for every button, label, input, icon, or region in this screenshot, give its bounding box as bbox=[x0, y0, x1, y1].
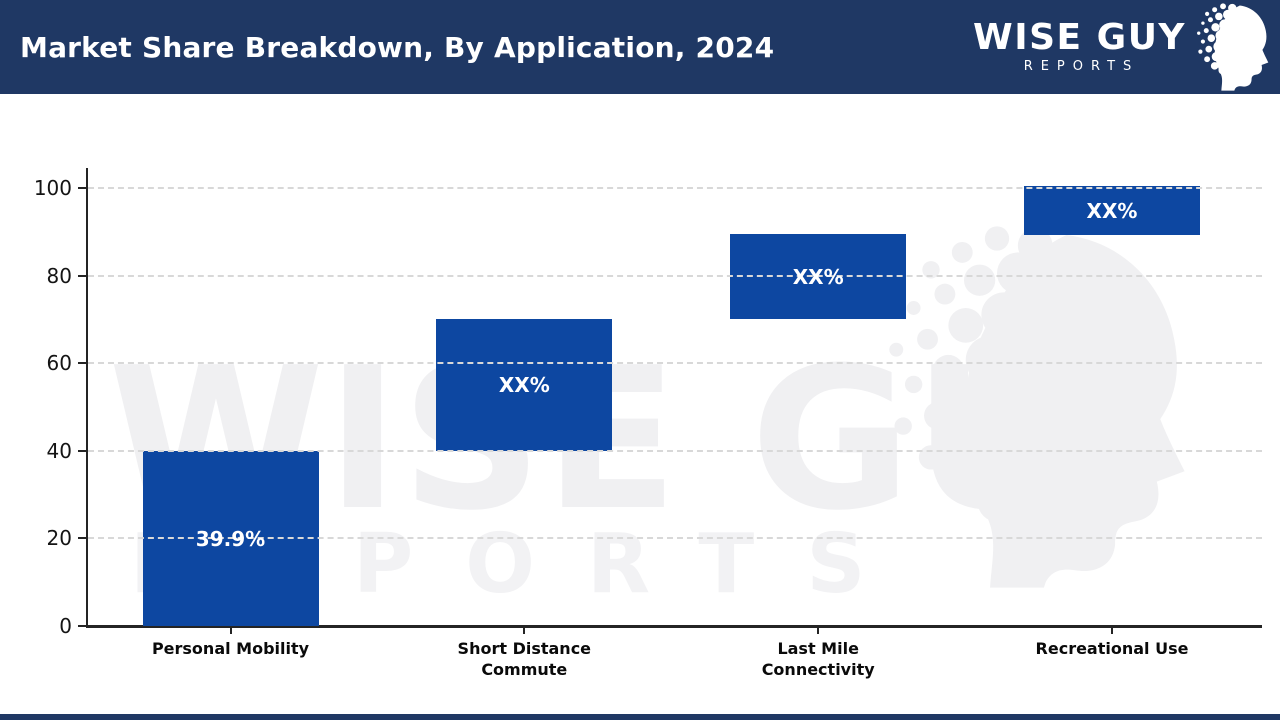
y-tick-label-100: 100 bbox=[33, 176, 72, 200]
x-category-label: Short Distance Commute bbox=[457, 639, 592, 679]
x-tick bbox=[229, 627, 232, 634]
bar-segment bbox=[1024, 186, 1200, 235]
y-tick-0 bbox=[78, 625, 86, 627]
x-category-label: Last Mile Connectivity bbox=[761, 639, 875, 679]
gridline-100 bbox=[88, 187, 1262, 189]
logo-wordmark: WISE GUY bbox=[972, 17, 1186, 58]
bar-segment bbox=[436, 319, 613, 451]
wiseguy-logo: WISE GUY REPORTS bbox=[973, 0, 1272, 94]
bar-segment bbox=[730, 234, 907, 320]
footer-accent-bar bbox=[0, 714, 1280, 720]
x-tick bbox=[1111, 627, 1113, 634]
gridline-60 bbox=[88, 362, 1262, 365]
logo-face-icon bbox=[1197, 3, 1269, 91]
logo-subtext: REPORTS bbox=[1023, 59, 1140, 74]
y-tick-20 bbox=[78, 537, 86, 540]
y-tick-label-20: 20 bbox=[46, 526, 72, 551]
gridline-80 bbox=[88, 274, 1262, 277]
logo-text: WISE GUY REPORTS bbox=[972, 17, 1186, 75]
gridline-20 bbox=[88, 537, 1262, 540]
bar-value-label: 39.9% bbox=[195, 526, 266, 551]
y-axis-line bbox=[86, 168, 88, 628]
y-tick-80 bbox=[78, 274, 86, 277]
plot-area: 0 20 40 60 80 100 39.9% Personal Mobility XX% Sho… bbox=[34, 150, 1262, 679]
x-tick bbox=[523, 627, 526, 634]
y-tick-40 bbox=[78, 449, 86, 452]
header-bar: Market Share Breakdown, By Application, … bbox=[0, 0, 1280, 94]
x-category-label: Recreational Use bbox=[1035, 639, 1189, 658]
bar-value-label: XX% bbox=[498, 373, 550, 398]
y-tick-label-80: 80 bbox=[46, 263, 72, 288]
x-tick bbox=[817, 627, 820, 634]
x-category-label: Personal Mobility bbox=[151, 639, 310, 658]
chart-area: WISE GU REPORTS 0 20 40 60 80 100 39.9% Persona… bbox=[0, 94, 1280, 714]
y-tick-100 bbox=[78, 187, 86, 189]
y-tick-60 bbox=[78, 362, 86, 365]
y-tick-label-0: 0 bbox=[59, 614, 72, 638]
x-axis-line bbox=[86, 625, 1262, 628]
gridline-40 bbox=[88, 449, 1262, 452]
y-tick-label-40: 40 bbox=[46, 438, 72, 463]
bar-value-label: XX% bbox=[792, 264, 844, 289]
bar-value-label: XX% bbox=[1086, 198, 1138, 223]
chart-title: Market Share Breakdown, By Application, … bbox=[20, 30, 775, 64]
y-tick-label-60: 60 bbox=[46, 351, 72, 376]
